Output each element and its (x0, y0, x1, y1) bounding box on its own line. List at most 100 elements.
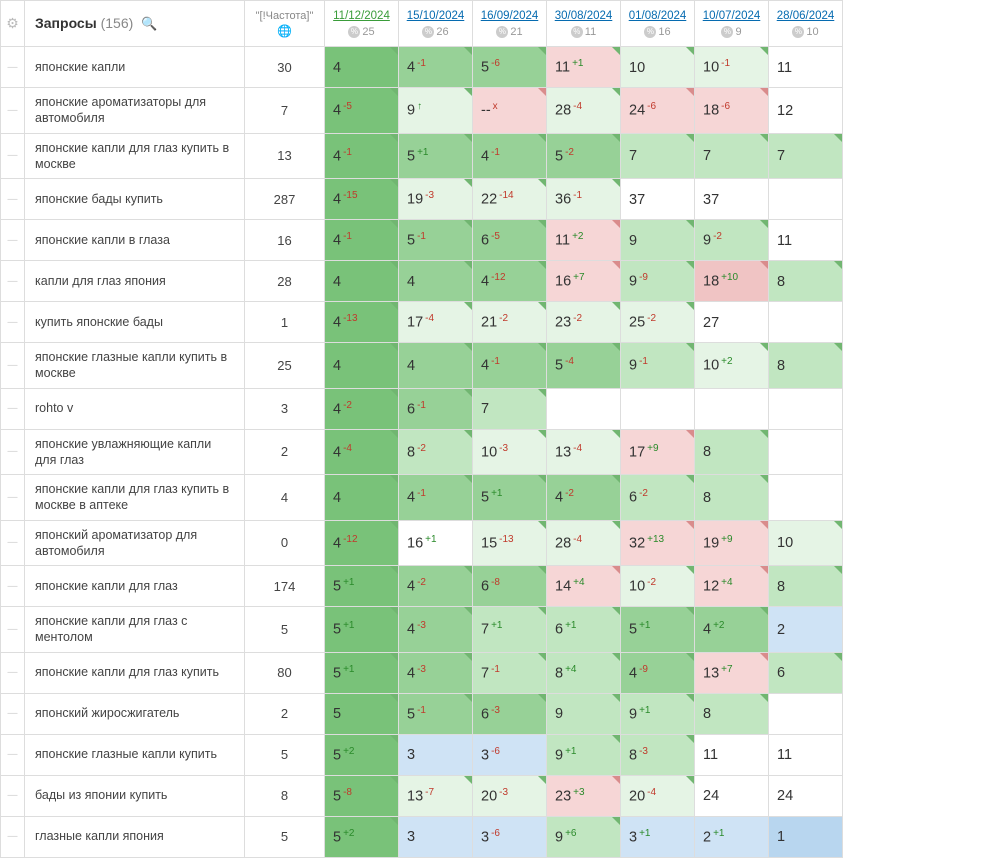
rank-cell[interactable]: 5-2 (547, 133, 621, 179)
rank-cell[interactable] (695, 388, 769, 429)
rank-cell[interactable]: 3-6 (473, 734, 547, 775)
rank-cell[interactable]: 4-3 (399, 652, 473, 693)
header-date-4[interactable]: 01/08/2024%16 (621, 1, 695, 47)
rank-cell[interactable]: 37 (695, 179, 769, 220)
drag-handle[interactable]: — (1, 388, 25, 429)
drag-handle[interactable]: — (1, 475, 25, 521)
rank-cell[interactable]: 5+1 (325, 607, 399, 653)
drag-handle[interactable]: — (1, 343, 25, 389)
query-cell[interactable]: японские капли для глаз (25, 566, 245, 607)
rank-cell[interactable]: 4-5 (325, 88, 399, 134)
rank-cell[interactable]: 10-3 (473, 429, 547, 475)
rank-cell[interactable]: 19+9 (695, 520, 769, 566)
drag-handle[interactable]: — (1, 566, 25, 607)
date-link[interactable]: 16/09/2024 (475, 9, 544, 24)
header-date-1[interactable]: 15/10/2024%26 (399, 1, 473, 47)
rank-cell[interactable]: 13+7 (695, 652, 769, 693)
rank-cell[interactable]: 4 (399, 343, 473, 389)
drag-handle[interactable]: — (1, 429, 25, 475)
drag-handle[interactable]: — (1, 302, 25, 343)
rank-cell[interactable]: 4-2 (547, 475, 621, 521)
rank-cell[interactable]: 6-1 (399, 388, 473, 429)
drag-handle[interactable]: — (1, 607, 25, 653)
drag-handle[interactable]: — (1, 88, 25, 134)
rank-cell[interactable]: 4-9 (621, 652, 695, 693)
rank-cell[interactable]: 4+2 (695, 607, 769, 653)
rank-cell[interactable]: 8-3 (621, 734, 695, 775)
rank-cell[interactable]: 8 (695, 693, 769, 734)
query-cell[interactable]: глазные капли япония (25, 816, 245, 857)
rank-cell[interactable]: 5-6 (473, 47, 547, 88)
drag-handle[interactable]: — (1, 47, 25, 88)
header-frequency[interactable]: "[!Частота]" 🌐 (245, 1, 325, 47)
rank-cell[interactable]: 25-2 (621, 302, 695, 343)
rank-cell[interactable]: 3 (399, 816, 473, 857)
rank-cell[interactable]: 9-2 (695, 220, 769, 261)
drag-handle[interactable]: — (1, 693, 25, 734)
header-date-3[interactable]: 30/08/2024%11 (547, 1, 621, 47)
rank-cell[interactable]: 3+1 (621, 816, 695, 857)
rank-cell[interactable]: 4-12 (473, 261, 547, 302)
rank-cell[interactable]: 28-4 (547, 520, 621, 566)
rank-cell[interactable]: 24 (695, 775, 769, 816)
rank-cell[interactable]: 4 (325, 261, 399, 302)
rank-cell[interactable]: 15-13 (473, 520, 547, 566)
query-cell[interactable]: японские капли для глаз купить в москве (25, 133, 245, 179)
drag-handle[interactable]: — (1, 520, 25, 566)
rank-cell[interactable]: 9↑ (399, 88, 473, 134)
rank-cell[interactable]: 6-3 (473, 693, 547, 734)
rank-cell[interactable]: 4-1 (473, 133, 547, 179)
drag-handle[interactable]: — (1, 179, 25, 220)
drag-handle[interactable]: — (1, 220, 25, 261)
date-link[interactable]: 11/12/2024 (327, 9, 396, 24)
rank-cell[interactable]: 4-15 (325, 179, 399, 220)
rank-cell[interactable]: 37 (621, 179, 695, 220)
rank-cell[interactable]: 10+2 (695, 343, 769, 389)
query-cell[interactable]: японские увлажняющие капли для глаз (25, 429, 245, 475)
rank-cell[interactable]: 24-6 (621, 88, 695, 134)
rank-cell[interactable]: 12 (769, 88, 843, 134)
rank-cell[interactable]: 27 (695, 302, 769, 343)
drag-handle[interactable]: — (1, 734, 25, 775)
rank-cell[interactable]: 7 (621, 133, 695, 179)
rank-cell[interactable]: 24 (769, 775, 843, 816)
rank-cell[interactable]: 5+2 (325, 816, 399, 857)
date-link[interactable]: 01/08/2024 (623, 9, 692, 24)
date-link[interactable]: 30/08/2024 (549, 9, 618, 24)
rank-cell[interactable]: 4-2 (325, 388, 399, 429)
drag-handle[interactable]: — (1, 775, 25, 816)
rank-cell[interactable]: 6-8 (473, 566, 547, 607)
rank-cell[interactable]: 4-1 (473, 343, 547, 389)
rank-cell[interactable]: 13-4 (547, 429, 621, 475)
rank-cell[interactable]: 7 (473, 388, 547, 429)
rank-cell[interactable]: 2 (769, 607, 843, 653)
query-cell[interactable]: купить японские бады (25, 302, 245, 343)
rank-cell[interactable]: 2+1 (695, 816, 769, 857)
rank-cell[interactable]: 4-3 (399, 607, 473, 653)
rank-cell[interactable] (769, 179, 843, 220)
rank-cell[interactable]: 8 (695, 475, 769, 521)
rank-cell[interactable]: 4-4 (325, 429, 399, 475)
rank-cell[interactable]: 9+6 (547, 816, 621, 857)
search-icon[interactable]: 🔍 (141, 16, 157, 31)
rank-cell[interactable]: 5+1 (473, 475, 547, 521)
rank-cell[interactable]: 4-1 (399, 47, 473, 88)
query-cell[interactable]: японские капли (25, 47, 245, 88)
rank-cell[interactable]: 12+4 (695, 566, 769, 607)
rank-cell[interactable]: 32+13 (621, 520, 695, 566)
rank-cell[interactable] (547, 388, 621, 429)
rank-cell[interactable]: 5-4 (547, 343, 621, 389)
header-queries[interactable]: Запросы (156) 🔍 (25, 1, 245, 47)
drag-handle[interactable]: — (1, 816, 25, 857)
rank-cell[interactable]: 4-1 (399, 475, 473, 521)
rank-cell[interactable]: 18+10 (695, 261, 769, 302)
rank-cell[interactable]: 9 (547, 693, 621, 734)
rank-cell[interactable]: 11 (695, 734, 769, 775)
date-link[interactable]: 10/07/2024 (697, 9, 766, 24)
rank-cell[interactable]: 8 (695, 429, 769, 475)
rank-cell[interactable] (769, 388, 843, 429)
rank-cell[interactable] (769, 429, 843, 475)
rank-cell[interactable]: 16+7 (547, 261, 621, 302)
query-cell[interactable]: японские глазные капли купить (25, 734, 245, 775)
query-cell[interactable]: японские бады купить (25, 179, 245, 220)
